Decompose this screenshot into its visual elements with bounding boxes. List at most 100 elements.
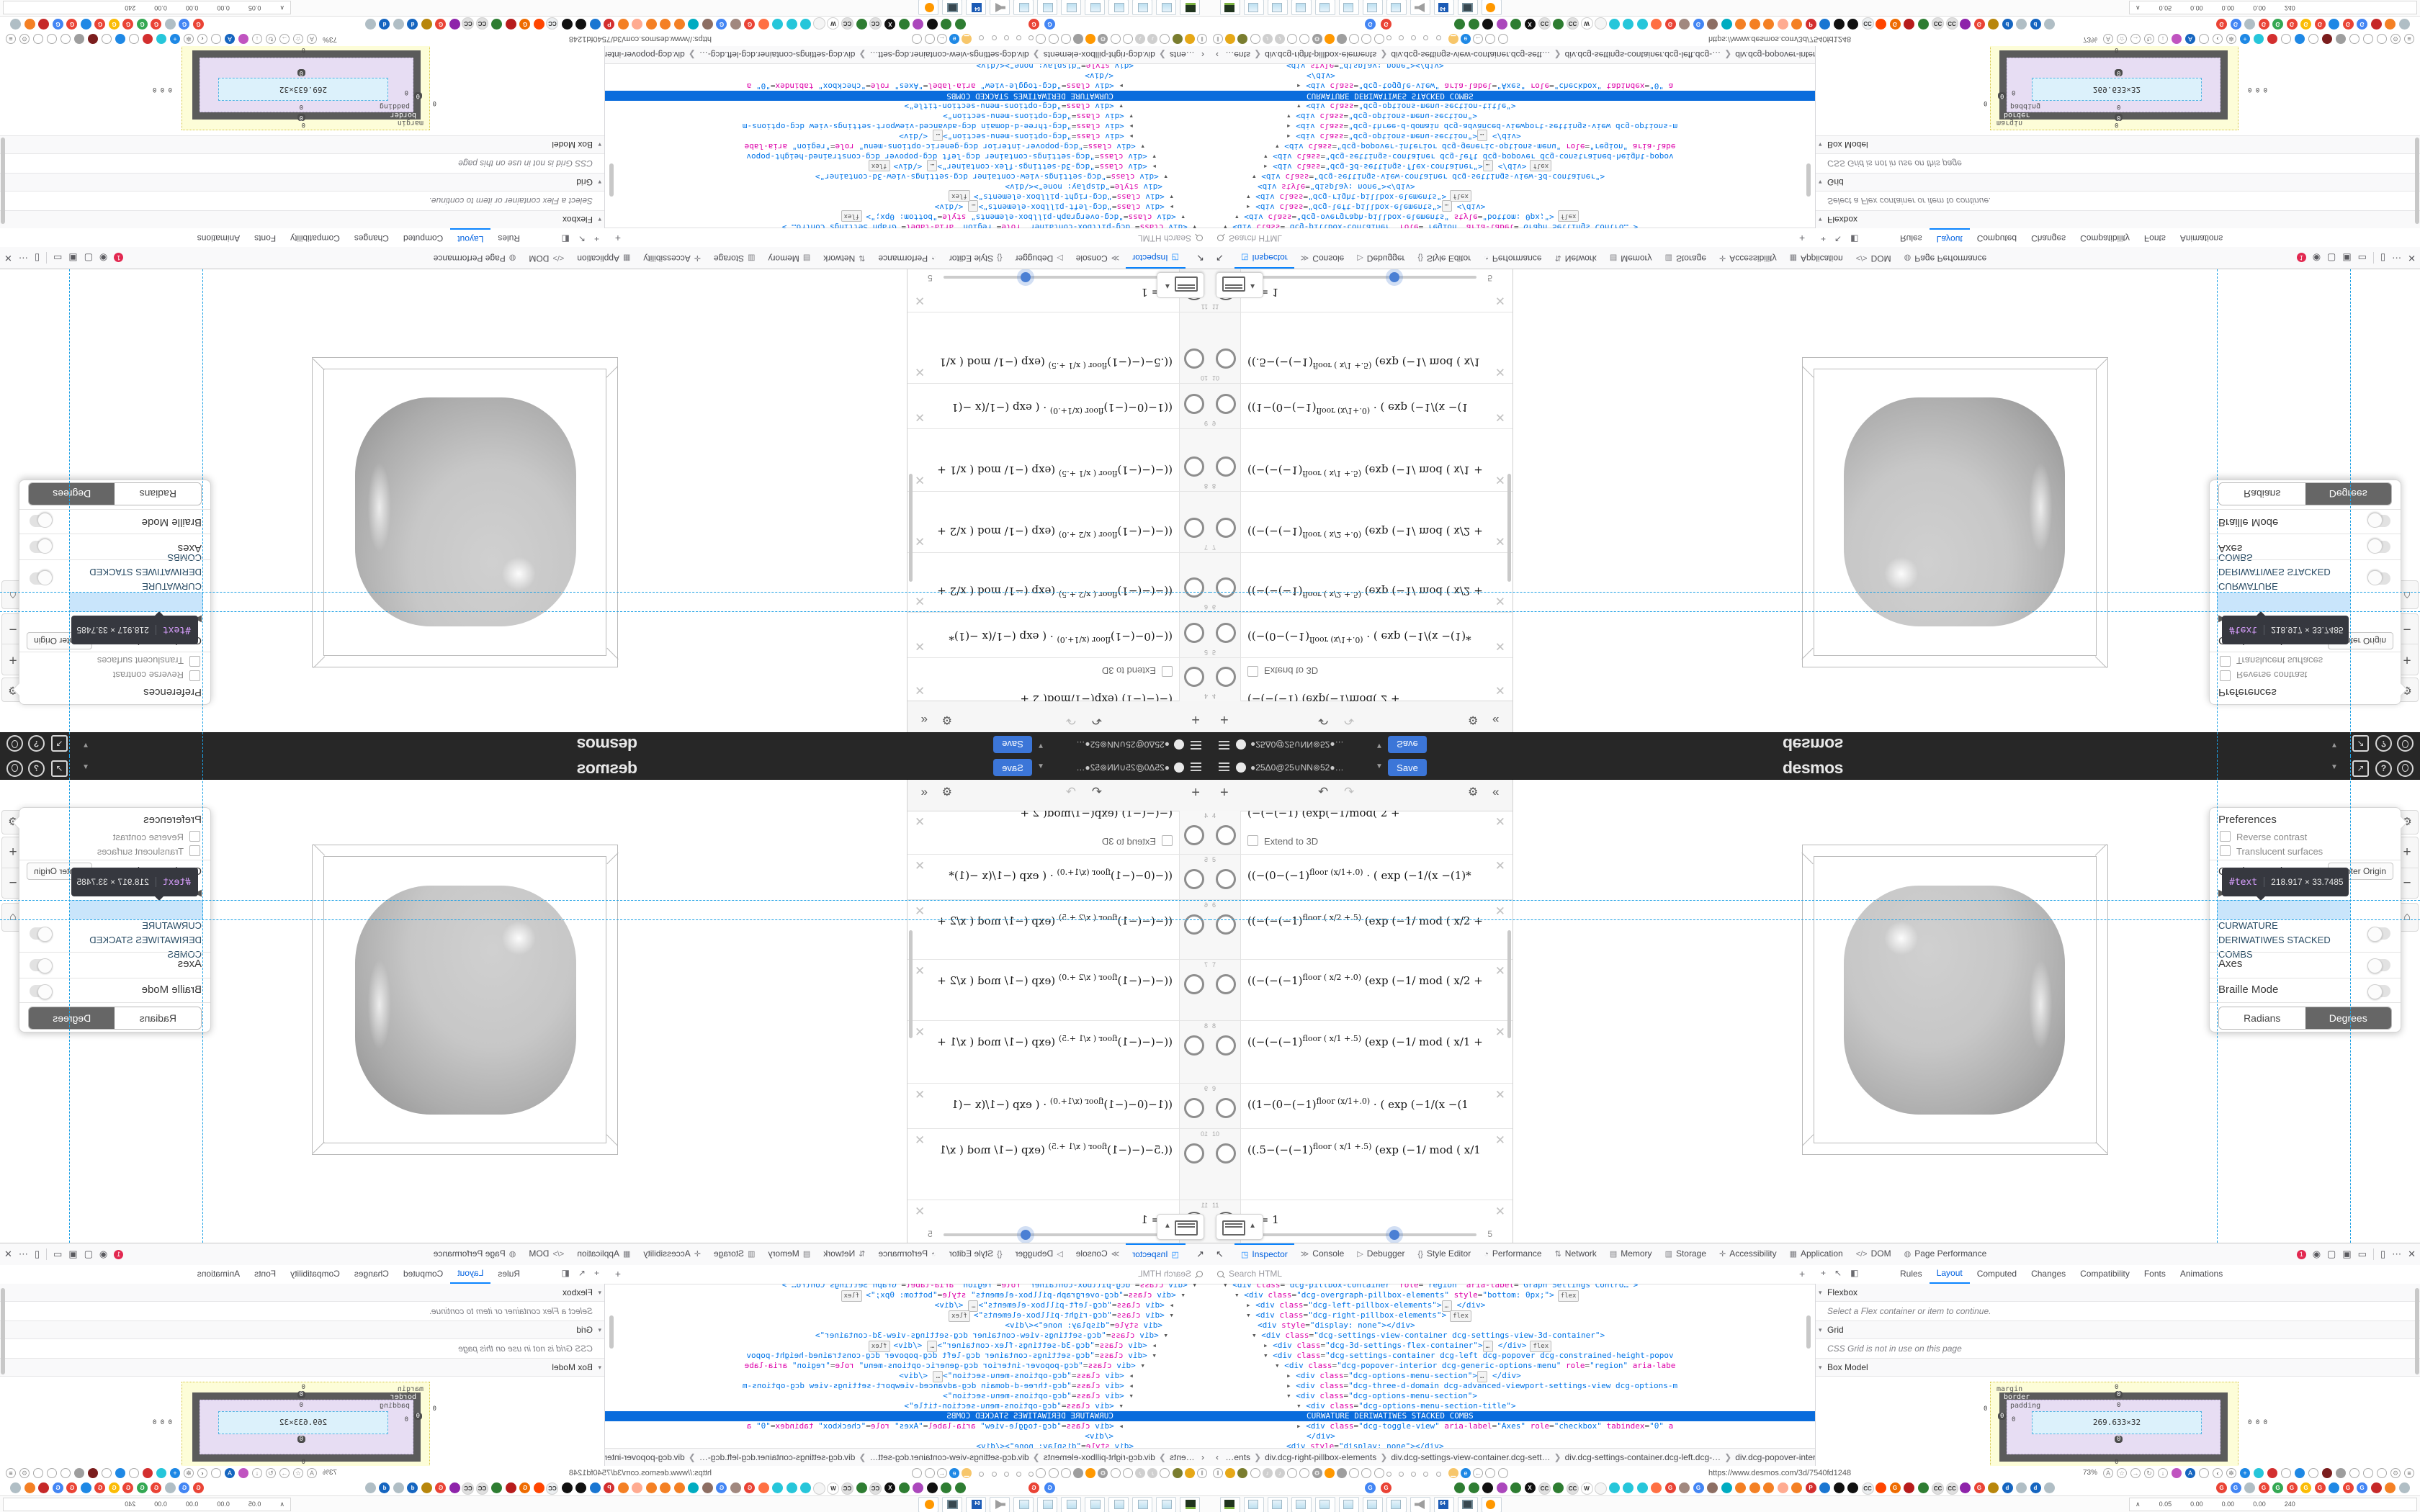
nav-action-icon[interactable]: ☆: [293, 1468, 303, 1478]
tab-favicon[interactable]: [1496, 1482, 1507, 1493]
markup-line[interactable]: ▾ <div class="dcg-popover-interior dcg-g…: [744, 1361, 1145, 1370]
devtools-tab-memory[interactable]: ▤Memory: [1609, 253, 1652, 264]
delete-expression-icon[interactable]: ✕: [915, 1205, 926, 1218]
slider-handle[interactable]: [1020, 1230, 1031, 1240]
taskbar-note-button[interactable]: [1061, 1497, 1081, 1512]
delete-expression-icon[interactable]: ✕: [1494, 410, 1505, 424]
dot-icon[interactable]: [1003, 1472, 1009, 1477]
section-toggle[interactable]: [2367, 570, 2390, 585]
devtools-toolbar-icon[interactable]: ◉: [99, 1248, 108, 1259]
nav-action-icon[interactable]: [33, 1468, 43, 1478]
slider-handle[interactable]: [1389, 1230, 1400, 1240]
tab-favicon[interactable]: G: [2286, 19, 2298, 30]
tab-favicon[interactable]: G: [193, 1482, 204, 1493]
delete-expression-icon[interactable]: ✕: [915, 534, 926, 548]
save-button[interactable]: Save: [993, 759, 1032, 776]
hide-plot-toggle-icon[interactable]: [1184, 623, 1204, 643]
markup-line[interactable]: ▸ <div class="dcg-options-menu-section">…: [1210, 1371, 1815, 1382]
globe-icon[interactable]: [1299, 34, 1310, 44]
tab-favicon[interactable]: [786, 1482, 797, 1493]
devtools-tab-dom[interactable]: </>DOM: [529, 253, 565, 264]
taskbar-note-button[interactable]: [1315, 1497, 1335, 1512]
sidebar-tab-animations[interactable]: Animations: [2179, 1269, 2223, 1279]
markup-line[interactable]: ▾ <div class="dcg-overgraph-pillbox-elem…: [1210, 210, 1815, 222]
note-icon[interactable]: ♪: [1135, 34, 1145, 44]
hide-plot-toggle-icon[interactable]: [1184, 577, 1204, 598]
ghost-icon[interactable]: [1048, 1468, 1059, 1478]
markup-line[interactable]: ▾ <div class="dcg-overgraph-pillbox-elem…: [605, 210, 1210, 222]
zoom-out-button[interactable]: −: [2403, 876, 2411, 891]
taskbar-speaker-button[interactable]: [990, 1497, 1010, 1512]
expression-math[interactable]: ((.5−(−(−1)floor ( x/1 +.5) (exp (−1/ mo…: [939, 356, 1173, 370]
expression-scrollbar[interactable]: [909, 474, 913, 582]
wrench-icon[interactable]: ⚙: [1312, 34, 1322, 44]
pick-element-icon[interactable]: ↖: [1216, 253, 1224, 264]
taskbar-note-button[interactable]: [1291, 1497, 1312, 1512]
sidebar-tool-icon[interactable]: ↖: [578, 234, 586, 244]
sidebar-tab-fonts[interactable]: Fonts: [2143, 1269, 2166, 1279]
graph-settings-gear-icon[interactable]: ⚙: [941, 786, 952, 798]
expression-math[interactable]: ((1−(0−(−1)floor (x/1+.0) · ( exp (−1/(x…: [951, 401, 1173, 415]
tab-favicon[interactable]: G: [2314, 19, 2326, 30]
delete-expression-icon[interactable]: ✕: [915, 859, 926, 873]
tab-favicon[interactable]: [1595, 1482, 1607, 1495]
nav-action-icon[interactable]: [2349, 34, 2360, 44]
share-icon[interactable]: ↗: [51, 760, 68, 777]
markup-line[interactable]: <div style="display: none"></div>: [976, 64, 1134, 71]
nav-action-icon[interactable]: [60, 34, 71, 44]
hide-plot-toggle-icon[interactable]: [1216, 825, 1236, 845]
markup-line[interactable]: ▾ <div class="dcg-options-menu-section">: [1286, 112, 1477, 121]
markup-line[interactable]: ▾ <div class="dcg-options-menu-section">: [943, 1391, 1134, 1400]
taskbar-note-button[interactable]: [1156, 1497, 1176, 1512]
taskbar-note-button[interactable]: [1315, 0, 1335, 15]
tab-favicon[interactable]: G: [179, 1482, 190, 1493]
breadcrumb-item[interactable]: div.dcg-settings-view-container.dcg-sett…: [1391, 1452, 1551, 1462]
add-node-button[interactable]: +: [614, 233, 621, 244]
expression-math[interactable]: ((−(−(−1)floor ( x/1 +.5) (exp (−1/ mod …: [937, 1034, 1173, 1048]
expression-math[interactable]: (−(−(−1) (exp(−1/mod( 2 +: [1247, 811, 1400, 819]
tab-favicon[interactable]: G: [744, 1482, 756, 1493]
hide-plot-toggle-icon[interactable]: [1216, 667, 1236, 687]
ghost-icon[interactable]: [1373, 34, 1384, 44]
markup-line[interactable]: ▾ <div class="dcg-popover-interior dcg-g…: [1275, 142, 1676, 151]
expression-row[interactable]: 7 ((−(−(−1)floor ( x/2 +.0) (exp (−1/ mod…: [1210, 491, 1512, 552]
tab-favicon[interactable]: X: [1524, 1482, 1536, 1493]
expression-math[interactable]: ((−(−(−1)floor ( x/2 +.0) (exp (−1/ mod …: [1247, 525, 1483, 539]
nav-action-icon[interactable]: [2281, 34, 2291, 44]
sidebar-tool-icon[interactable]: ◧: [1850, 1268, 1859, 1278]
sidebar-tab-compatibility[interactable]: Compatibility: [290, 233, 340, 243]
markup-scrollbar[interactable]: [1806, 163, 1811, 197]
taskbar-floppy-button[interactable]: 64: [1434, 0, 1454, 15]
taskbar-note-button[interactable]: [1268, 0, 1288, 15]
nav-action-icon[interactable]: ✽: [2226, 1468, 2236, 1478]
breadcrumb-item[interactable]: div.dcg-settings-view-container.dcg-sett…: [1391, 50, 1551, 60]
wrench-icon[interactable]: ⚙: [1098, 1468, 1108, 1478]
expression-row[interactable]: 6 ((−(−(−1)floor ( x/2 +.5) (exp (−1/ mod…: [1210, 552, 1512, 612]
nav-action-icon[interactable]: →: [2130, 1468, 2141, 1478]
add-expression-button[interactable]: +: [1191, 711, 1200, 727]
tab-favicon[interactable]: G: [519, 1482, 531, 1493]
radians-button[interactable]: Radians: [2219, 1007, 2305, 1029]
markup-line[interactable]: ▾ <div class="dcg-settings-view-containe…: [815, 1331, 1168, 1340]
tab-favicon[interactable]: [660, 1482, 671, 1493]
e-icon[interactable]: e: [1461, 1468, 1471, 1478]
taskbar-note-button[interactable]: [1132, 1497, 1152, 1512]
devtools-tab-style-editor[interactable]: {}Style Editor: [949, 253, 1003, 264]
graph-title[interactable]: ●25Δ0@25∪NN⊚52●…: [1076, 762, 1170, 773]
tab-favicon[interactable]: G: [66, 1482, 78, 1493]
tab-favicon[interactable]: G: [179, 19, 190, 30]
tab-favicon[interactable]: G: [122, 19, 134, 30]
hide-plot-toggle-icon[interactable]: [1216, 1098, 1236, 1118]
nav-action-icon[interactable]: [2322, 34, 2332, 44]
tab-favicon[interactable]: G: [122, 1482, 134, 1493]
tab-favicon[interactable]: [913, 1482, 924, 1493]
devtools-tab-memory[interactable]: ▤Memory: [1609, 1248, 1652, 1259]
sidebar-tab-changes[interactable]: Changes: [2031, 233, 2066, 243]
language-icon[interactable]: [6, 735, 23, 752]
tab-favicon[interactable]: [1876, 19, 1886, 30]
grid-section-header[interactable]: Grid: [0, 173, 604, 191]
hide-plot-toggle-icon[interactable]: [1216, 623, 1236, 643]
nav-action-icon[interactable]: +: [170, 1468, 180, 1478]
radians-button[interactable]: Radians: [2219, 483, 2305, 505]
globe-icon[interactable]: [1110, 34, 1121, 44]
